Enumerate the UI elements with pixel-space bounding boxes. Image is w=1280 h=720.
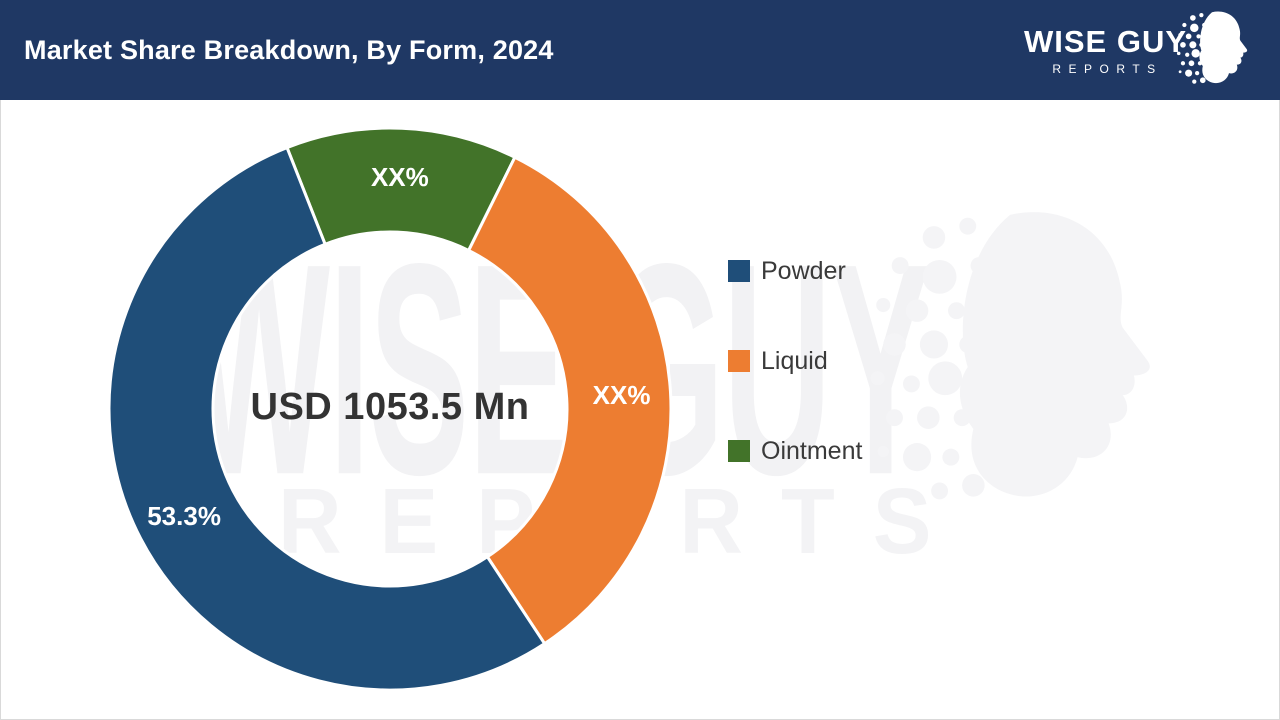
segment-label-ointment: XX% [371, 162, 429, 192]
donut-chart: XX% XX% 53.3% [107, 126, 673, 692]
segment-label-liquid: XX% [593, 380, 651, 410]
header: Market Share Breakdown, By Form, 2024 WI… [0, 0, 1280, 100]
page-title: Market Share Breakdown, By Form, 2024 [24, 34, 554, 65]
logo-reports-text: REPORTS [1052, 62, 1163, 76]
legend-item-powder: Powder [728, 256, 862, 286]
legend-label-ointment: Ointment [761, 436, 863, 465]
legend-swatch-powder [728, 260, 750, 282]
donut-segment-liquid [467, 155, 673, 646]
legend-item-ointment: Ointment [728, 436, 862, 466]
legend-label-powder: Powder [761, 256, 846, 285]
wise-guy-head-icon [1176, 11, 1248, 84]
legend-swatch-ointment [728, 440, 750, 462]
watermark-head-icon [870, 212, 1150, 500]
logo-brand-text: WISE GUY [1024, 24, 1188, 59]
legend: Powder Liquid Ointment [728, 256, 862, 466]
wise-guy-logo: WISE GUY REPORTS [1024, 6, 1264, 94]
donut-segment-powder [107, 146, 547, 692]
legend-swatch-liquid [728, 350, 750, 372]
donut-center-value: USD 1053.5 Mn [250, 386, 530, 428]
legend-label-liquid: Liquid [761, 346, 828, 375]
legend-item-liquid: Liquid [728, 346, 862, 376]
segment-label-powder: 53.3% [147, 501, 221, 531]
